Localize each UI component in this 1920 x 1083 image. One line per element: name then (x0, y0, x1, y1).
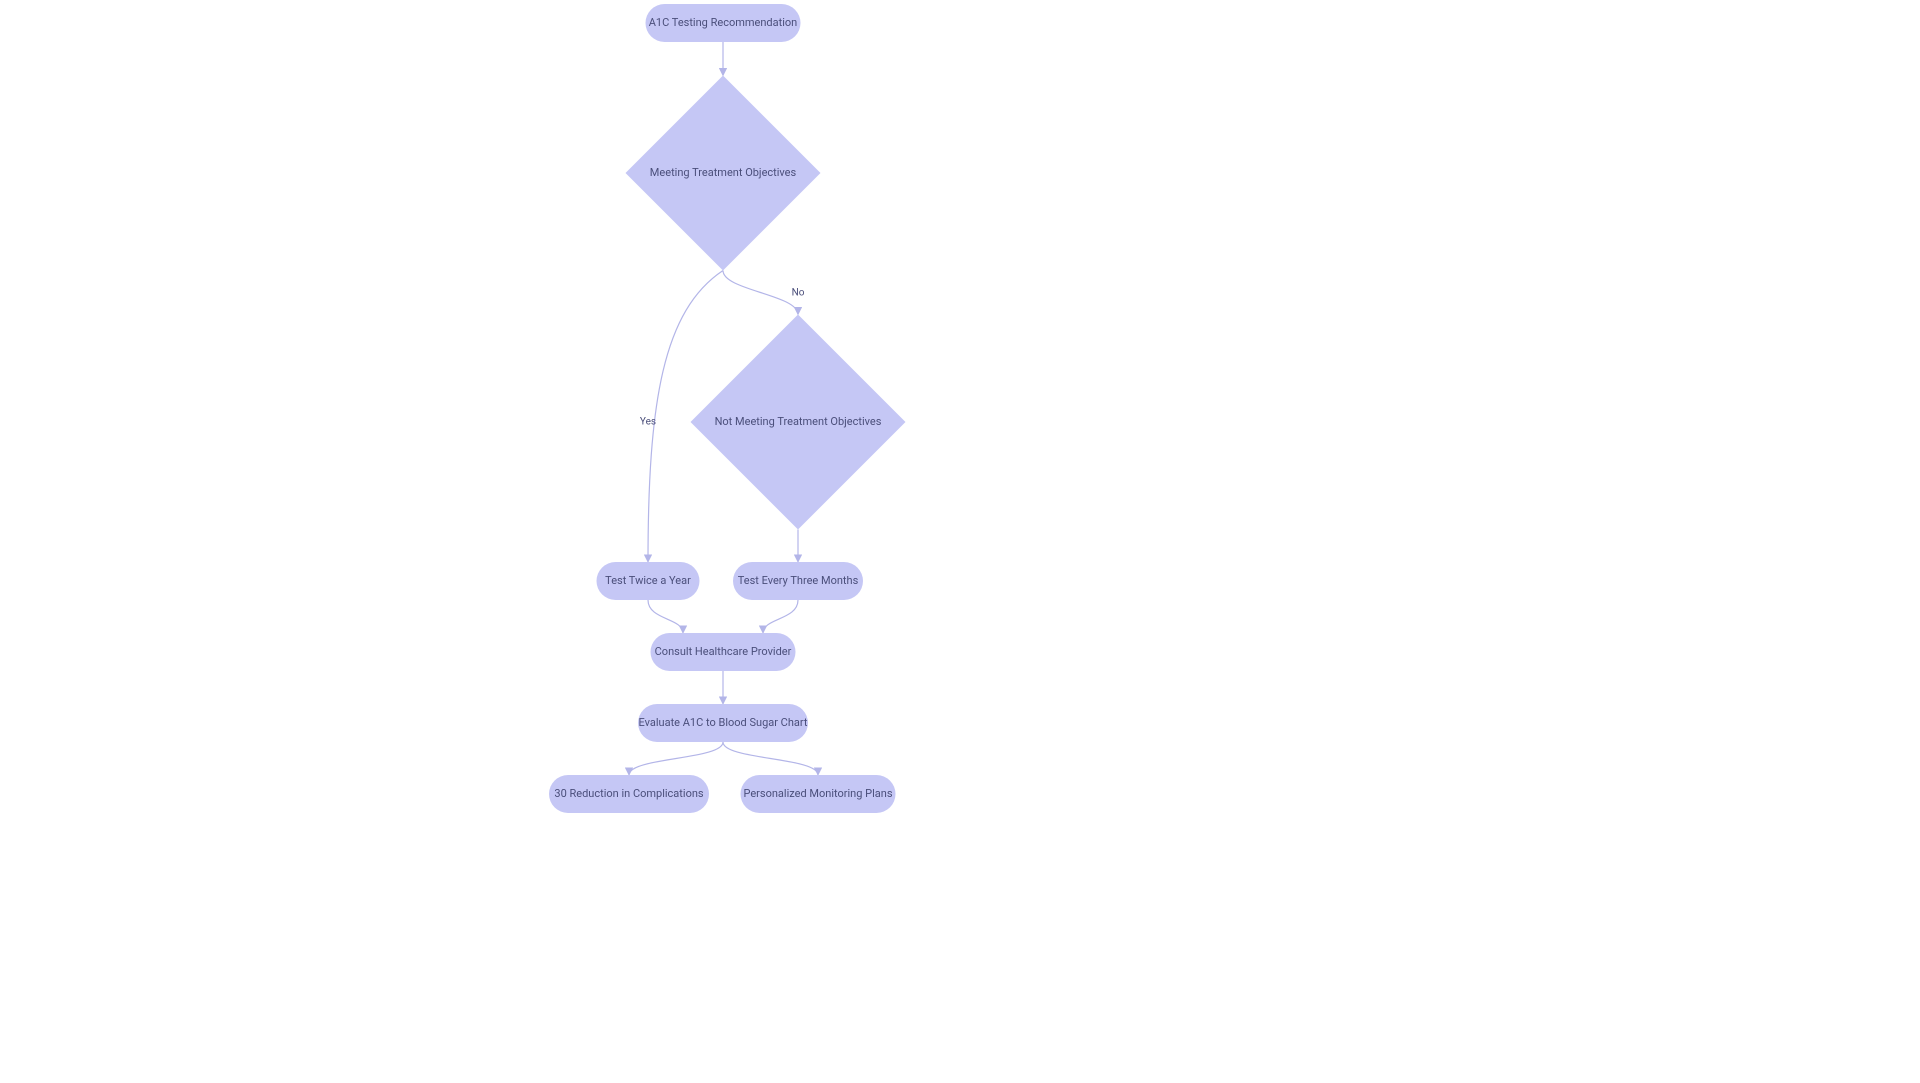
node-label-three: Test Every Three Months (738, 574, 859, 587)
node-label-evaluate: Evaluate A1C to Blood Sugar Chart (639, 716, 808, 729)
node-decision1: Meeting Treatment Objectives (626, 76, 821, 271)
node-label-start: A1C Testing Recommendation (649, 16, 797, 29)
node-label-decision1: Meeting Treatment Objectives (650, 166, 797, 179)
node-decision2: Not Meeting Treatment Objectives (691, 315, 906, 530)
node-start: A1C Testing Recommendation (646, 4, 801, 42)
edge-label-decision1-twice: Yes (640, 417, 656, 428)
node-twice: Test Twice a Year (597, 562, 700, 600)
node-label-consult: Consult Healthcare Provider (655, 645, 792, 658)
node-label-decision2: Not Meeting Treatment Objectives (715, 415, 882, 428)
flowchart-canvas: A1C Testing Recommendation Meeting Treatm… (0, 0, 1920, 1083)
node-consult: Consult Healthcare Provider (651, 633, 796, 671)
node-label-twice: Test Twice a Year (605, 574, 691, 587)
node-personalized: Personalized Monitoring Plans (741, 775, 896, 813)
edge-three-consult (763, 600, 798, 633)
edge-twice-consult (648, 600, 683, 633)
node-reduction: 30 Reduction in Complications (549, 775, 709, 813)
edge-label-decision1-decision2: No (792, 288, 805, 299)
edge-decision1-decision2 (723, 271, 798, 315)
edge-evaluate-reduction (629, 742, 723, 775)
node-label-reduction: 30 Reduction in Complications (554, 787, 704, 800)
node-three: Test Every Three Months (733, 562, 863, 600)
node-label-personalized: Personalized Monitoring Plans (743, 787, 892, 800)
edge-evaluate-personalized (723, 742, 818, 775)
node-evaluate: Evaluate A1C to Blood Sugar Chart (638, 704, 808, 742)
